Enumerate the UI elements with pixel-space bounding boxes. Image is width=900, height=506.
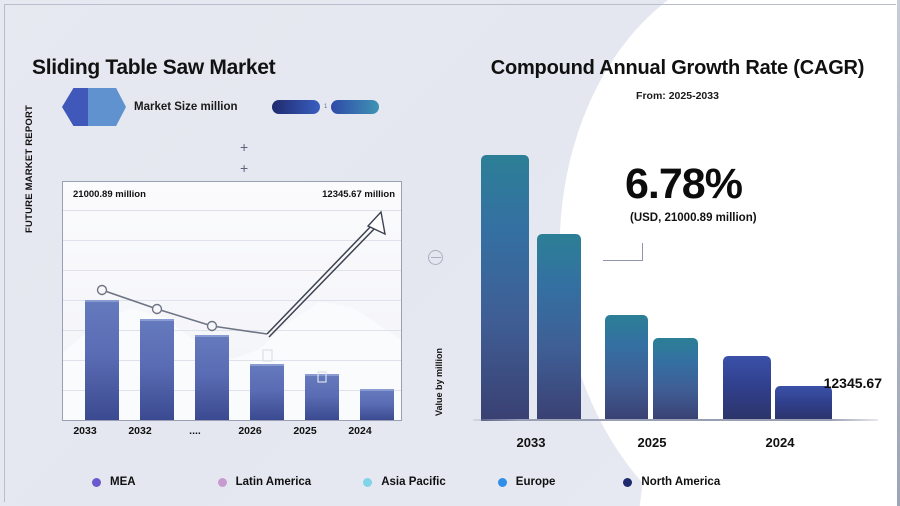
legend-dot-icon [363,477,373,487]
plus-mark-icon: + [240,139,249,155]
legend-item-latin-america[interactable]: Latin America [217,476,312,488]
legend-label: MEA [110,476,136,488]
bracket-decoration [603,243,643,261]
table-row [723,356,771,421]
left-panel: Sliding Table Saw Market Market Size mil… [24,56,444,437]
left-market-size-chart: 21000.89 million 12345.67 million [62,181,402,421]
up-trend-arrow-icon [266,210,386,338]
table-row [481,155,529,421]
pill-legend-group: 1 [272,100,380,114]
axis-label-2: .... [189,425,201,437]
axis-label-1: 2032 [128,425,152,437]
table-row [85,300,119,420]
axis-label-4: 2025 [293,425,317,437]
legend-dot-icon [623,477,633,487]
table-row [775,386,832,421]
table-row [140,319,174,420]
pill-separator-label: 1 [324,104,328,110]
table-row [195,335,229,420]
value-callout: 12345.67 [823,375,882,391]
axis-label-3: 2026 [238,425,262,437]
right-panel: Compound Annual Growth Rate (CAGR) From:… [455,0,900,506]
cagr-period-label: From: 2025-2033 [636,90,719,102]
legend-item-mea[interactable]: MEA [92,476,136,488]
left-chart-min-label: 12345.67 million [322,189,395,200]
left-chart-y-axis-title: FUTURE MARKET REPORT [24,104,35,233]
legend-label: North America [641,476,721,488]
pill-swatch-secondary [331,100,380,114]
legend-label: Asia Pacific [381,476,446,488]
legend-dot-icon [217,477,227,487]
cagr-unit-label: (USD, 21000.89 million) [630,212,757,224]
brand-row: Market Size million [62,88,238,126]
brand-label: Market Size million [134,101,238,113]
chart-baseline [473,419,878,421]
legend-label: Europe [515,476,556,488]
right-edge-strip [897,0,900,506]
legend-dot-icon [92,477,101,487]
plus-mark-icon: + [240,160,249,176]
cagr-title: Compound Annual Growth Rate (CAGR) [490,57,865,79]
table-row [653,338,698,421]
table-row [360,389,394,420]
r-axis-label-2: 2024 [765,435,795,450]
legend-item-asia-pacific[interactable]: Asia Pacific [363,476,446,488]
left-chart-max-label: 21000.89 million [73,189,146,200]
legend-label: Latin America [235,476,312,488]
mid-axis-title: Value by million [434,347,444,416]
legend-item-north-america[interactable]: North America [623,476,720,488]
legend-item-europe[interactable]: Europe [497,476,556,488]
axis-label-0: 2033 [73,425,97,437]
legend: MEA Latin America Asia Pacific Europe No… [0,476,900,488]
cagr-value: 6.78% [625,160,743,208]
table-row [537,234,581,421]
r-axis-label-1: 2025 [637,435,667,450]
pill-swatch-primary [272,100,320,114]
trend-line-overlay [96,210,386,383]
axis-label-5: 2024 [348,425,372,437]
hexagon-logo-icon [62,88,126,126]
table-row [605,315,648,421]
r-axis-label-0: 2033 [516,435,546,450]
table-row [250,364,284,420]
legend-dot-icon [497,477,507,487]
page-title: Sliding Table Saw Market [32,56,276,79]
minus-circle-icon [428,250,443,265]
